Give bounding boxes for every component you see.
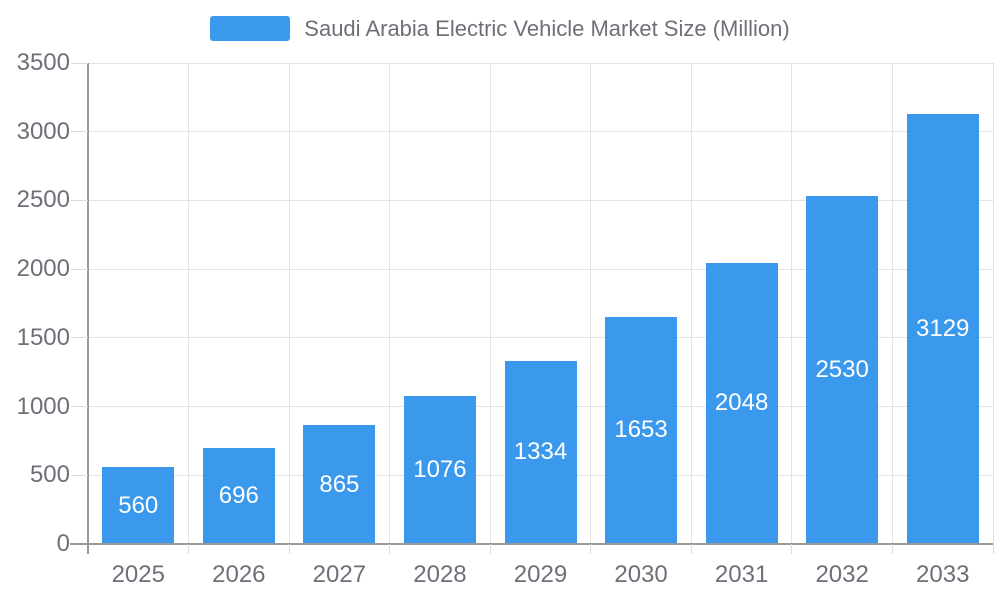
legend-label: Saudi Arabia Electric Vehicle Market Siz…: [304, 16, 790, 41]
gridline-horizontal: [88, 131, 993, 133]
x-tick-label: 2028: [413, 561, 467, 588]
y-tick-label: 500: [29, 461, 70, 489]
gridline-vertical: [489, 63, 491, 544]
y-tick-label: 2500: [16, 186, 70, 214]
y-tick-mark: [71, 199, 88, 201]
gridline-vertical: [188, 63, 190, 544]
x-tick-mark: [389, 544, 391, 554]
legend: Saudi Arabia Electric Vehicle Market Siz…: [0, 16, 1000, 41]
x-tick-label: 2029: [513, 561, 568, 588]
gridline-vertical: [891, 63, 893, 544]
y-tick-label: 3500: [16, 49, 70, 76]
y-axis-line: [87, 63, 89, 554]
x-tick-label: 2032: [815, 561, 869, 588]
bar-value-label: 1076: [413, 456, 467, 484]
x-tick-label: 2026: [212, 561, 266, 588]
gridline-horizontal: [88, 268, 993, 270]
gridline-horizontal: [88, 199, 993, 201]
y-tick-mark: [71, 406, 88, 408]
bar[interactable]: 560: [102, 467, 175, 544]
bar-value-label: 1334: [513, 438, 568, 466]
x-axis: 2025 2026 2027 2028 2029 2030 2031 2032 2033: [88, 561, 993, 591]
y-tick-label: 0: [56, 530, 70, 557]
bar-value-label: 2048: [714, 389, 769, 417]
x-tick-mark: [690, 544, 692, 554]
x-tick-mark: [590, 544, 592, 554]
x-tick-label: 2027: [312, 561, 367, 588]
x-tick-mark: [188, 544, 190, 554]
x-tick-label: 2033: [916, 561, 970, 588]
legend-swatch-icon: [210, 16, 291, 41]
gridline-vertical: [288, 63, 290, 544]
gridline-vertical: [590, 63, 592, 544]
x-axis-line: [70, 543, 993, 545]
x-tick-label: 2031: [714, 561, 769, 588]
y-tick-label: 2000: [16, 255, 70, 283]
bar-value-label: 560: [118, 491, 159, 519]
bar[interactable]: 2048: [705, 262, 778, 544]
x-tick-mark: [288, 544, 290, 554]
y-tick-label: 1500: [16, 323, 70, 351]
y-axis: 0 500 1000 1500 2000 2500 3000 3500: [0, 50, 70, 557]
x-tick-mark: [891, 544, 893, 554]
x-tick-label: 2025: [111, 561, 165, 588]
y-tick-mark: [71, 268, 88, 270]
gridline-vertical: [791, 63, 793, 544]
x-tick-mark: [489, 544, 491, 554]
gridline-vertical: [690, 63, 692, 544]
bar-value-label: 865: [319, 470, 360, 498]
y-tick-label: 1000: [16, 392, 70, 420]
y-tick-label: 3000: [16, 117, 70, 145]
bar-value-label: 3129: [916, 315, 970, 342]
legend-item[interactable]: Saudi Arabia Electric Vehicle Market Siz…: [210, 16, 790, 41]
gridline-vertical: [389, 63, 391, 544]
y-tick-mark: [71, 131, 88, 133]
x-tick-mark: [87, 544, 89, 554]
gridline-horizontal: [88, 62, 993, 64]
x-tick-mark: [992, 544, 994, 554]
bar[interactable]: 1334: [504, 360, 577, 544]
bar[interactable]: 1076: [403, 396, 476, 544]
bar[interactable]: 2530: [806, 196, 879, 544]
bar-value-label: 2530: [815, 356, 869, 384]
plot-area: 560 696 865 1076 1334 1653 2048 2530 3129: [70, 62, 994, 554]
bar[interactable]: 865: [303, 425, 376, 544]
bar[interactable]: 3129: [906, 114, 979, 544]
bar[interactable]: 1653: [605, 316, 678, 544]
gridline-vertical: [992, 63, 994, 544]
bars-layer: 560 696 865 1076 1334 1653 2048 2530 3129: [88, 63, 993, 544]
gridline-horizontal: [88, 337, 993, 339]
y-tick-mark: [71, 337, 88, 339]
bar-value-label: 696: [218, 482, 259, 510]
bar-value-label: 1653: [614, 416, 668, 444]
bar[interactable]: 696: [202, 448, 275, 544]
x-tick-label: 2030: [614, 561, 668, 588]
x-tick-mark: [791, 544, 793, 554]
y-tick-mark: [71, 474, 88, 476]
y-tick-mark: [71, 62, 88, 64]
